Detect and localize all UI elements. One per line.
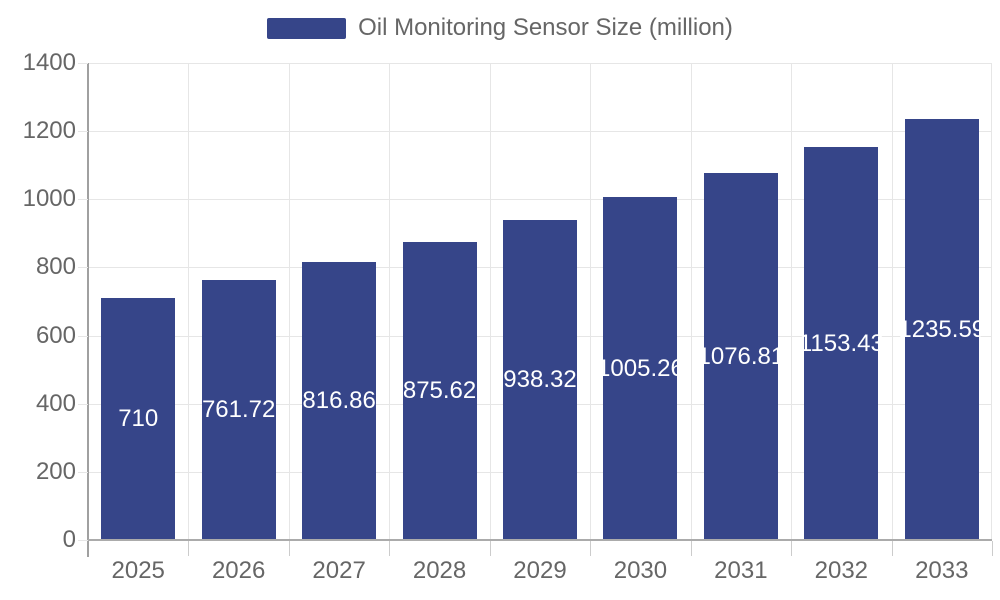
- y-axis-tick: [78, 471, 88, 473]
- x-tick-label: 2027: [312, 557, 366, 584]
- x-axis-tick: [389, 541, 390, 556]
- y-tick-label: 800: [35, 253, 76, 281]
- bar-2029[interactable]: 938.32: [503, 220, 577, 540]
- bar-2026[interactable]: 761.72: [201, 280, 276, 540]
- x-tick-label: 2031: [714, 557, 768, 584]
- bar-2031[interactable]: 1076.81: [697, 173, 784, 540]
- bar-value-label: 1235.59: [898, 315, 986, 343]
- x-tick-label: 2030: [613, 557, 668, 584]
- y-tick-label: 600: [35, 321, 76, 349]
- gridline-vertical: [590, 63, 591, 540]
- x-axis-tick: [892, 541, 893, 556]
- legend-label: Oil Monitoring Sensor Size (million): [358, 14, 733, 41]
- gridline-vertical: [490, 63, 491, 540]
- gridline-vertical: [188, 63, 189, 540]
- gridline-horizontal: [88, 131, 992, 133]
- gridline-vertical: [791, 63, 792, 540]
- y-axis-tick: [78, 131, 88, 133]
- gridline-vertical: [389, 63, 390, 540]
- y-axis-tick: [78, 199, 88, 201]
- y-axis-line: [87, 63, 89, 557]
- bar-2027[interactable]: 816.86: [302, 262, 377, 540]
- gridline-vertical: [892, 63, 893, 540]
- y-axis-tick: [78, 267, 88, 269]
- bar-value-label: 1076.81: [697, 342, 785, 370]
- bar-value-label: 1153.43: [798, 329, 884, 357]
- legend[interactable]: Oil Monitoring Sensor Size (million): [0, 14, 1000, 42]
- x-axis-tick: [188, 541, 189, 556]
- bar-value-label: 875.62: [402, 377, 477, 404]
- x-axis-baseline: [88, 539, 992, 541]
- x-tick-label: 2026: [211, 557, 266, 584]
- bar-2032[interactable]: 1153.43: [799, 147, 884, 540]
- y-tick-label: 1200: [22, 117, 76, 145]
- gridline-vertical: [691, 63, 692, 540]
- gridline-horizontal: [88, 63, 992, 64]
- bar-value-label: 1005.26: [597, 354, 684, 382]
- y-tick-label: 200: [35, 457, 76, 485]
- y-tick-label: 1000: [22, 185, 76, 213]
- x-tick-label: 2032: [814, 557, 869, 584]
- y-axis-tick: [78, 403, 88, 405]
- bar-2033[interactable]: 1235.59: [898, 119, 985, 540]
- y-tick-label: 0: [62, 526, 76, 553]
- x-tick-label: 2028: [412, 557, 467, 584]
- bar-2028[interactable]: 875.62: [402, 242, 477, 540]
- plot-area: 710 761.72 816.86 875.62 938.32 1005.26 1076.8…: [88, 63, 992, 540]
- y-tick-label: 400: [35, 389, 76, 417]
- x-axis-tick: [691, 541, 692, 556]
- gridline-vertical: [991, 63, 992, 540]
- y-tick-label: 1400: [22, 49, 76, 76]
- x-tick-label: 2029: [513, 557, 567, 584]
- bar-value-label: 816.86: [302, 387, 376, 414]
- bar-value-label: 761.72: [201, 396, 276, 423]
- y-axis-tick: [78, 540, 88, 541]
- legend-swatch-icon: [267, 17, 347, 39]
- gridline-vertical: [289, 63, 290, 540]
- x-tick-label: 2033: [915, 557, 969, 584]
- bar-value-label: 710: [118, 405, 159, 432]
- bar-2030[interactable]: 1005.26: [597, 197, 684, 540]
- y-axis-tick: [78, 63, 88, 64]
- x-axis-tick: [289, 541, 290, 556]
- y-axis-tick: [78, 335, 88, 337]
- bar-value-label: 938.32: [503, 366, 577, 393]
- x-axis-tick: [590, 541, 591, 556]
- gridline-horizontal: [88, 199, 992, 201]
- x-axis-tick: [791, 541, 792, 556]
- bar-2025[interactable]: 710: [101, 298, 176, 540]
- x-tick-label: 2025: [111, 557, 165, 584]
- x-axis-tick: [490, 541, 491, 556]
- x-axis-tick: [992, 541, 993, 556]
